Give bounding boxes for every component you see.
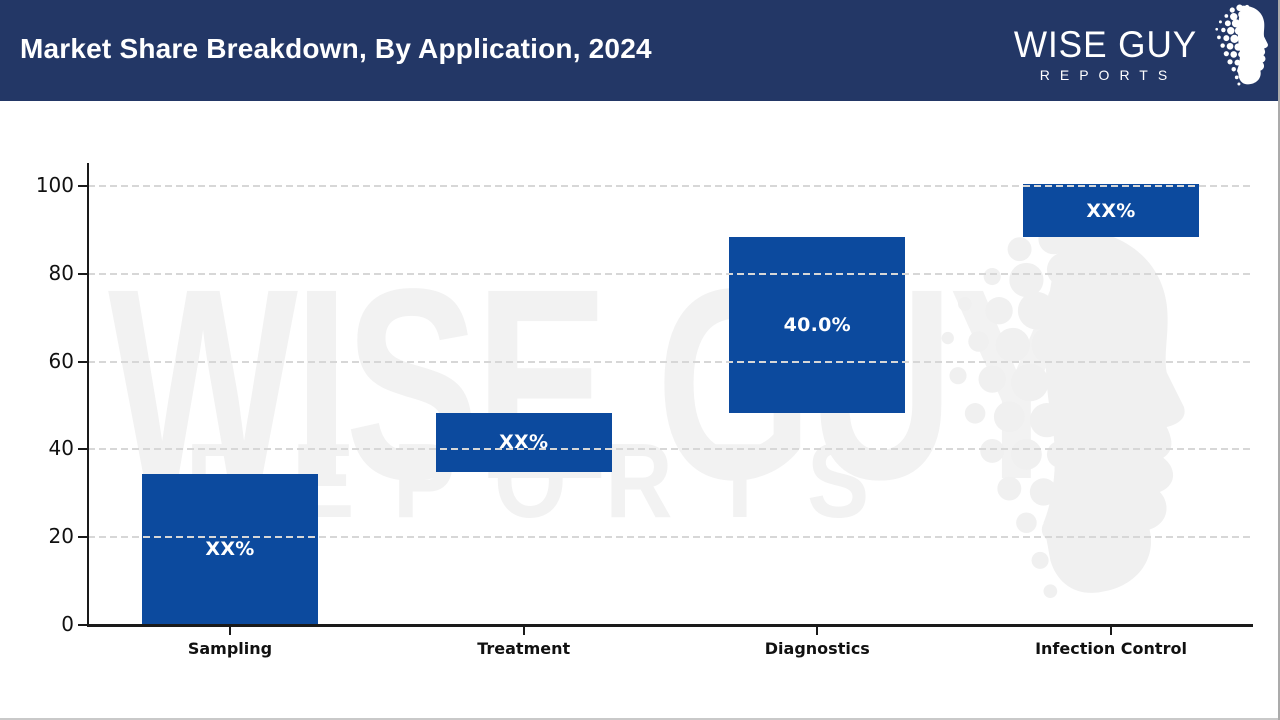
y-tick-mark [78,272,88,275]
y-tick-label: 40 [48,436,74,461]
y-tick-label: 100 [35,173,74,197]
brand-face-icon [1215,4,1268,86]
y-tick-mark [78,448,88,451]
bar-value-label-infection-control: XX% [1086,199,1136,222]
gridline-80 [88,272,1252,275]
bar-treatment [435,412,612,472]
brand-wordmark: WISE GUY REPORTS [1009,24,1202,83]
y-tick-label: 0 [61,612,74,636]
x-tick-label-infection-control: Infection Control [1035,639,1187,658]
y-axis-spine [87,163,89,627]
bar-infection-control [1023,184,1199,238]
bar-sampling [142,473,318,625]
y-tick-mark [78,536,88,539]
y-tick-label: 60 [48,348,74,373]
y-tick-mark [78,624,88,626]
bottom-edge-line [0,718,1280,720]
y-tick-label: 20 [48,524,74,549]
y-tick-mark [78,360,88,363]
gridline-20 [88,536,1252,539]
x-tick-mark [522,627,525,635]
gridline-60 [88,360,1252,363]
x-tick-label-sampling: Sampling [187,639,273,658]
bar-value-label-treatment: XX% [499,431,549,454]
x-tick-label-treatment: Treatment [477,639,571,658]
gridline-100 [88,185,1252,187]
x-axis-line [87,624,1253,627]
page-title: Market Share Breakdown, By Application, … [20,33,652,64]
bar-value-label-diagnostics: 40.0% [783,314,851,337]
y-tick-mark [78,185,88,187]
y-tick-label: 80 [48,260,74,285]
x-tick-label-diagnostics: Diagnostics [764,639,870,658]
brand-logo: WISE GUY REPORTS [1009,4,1270,93]
x-tick-mark [816,627,819,635]
x-tick-mark [1110,627,1112,635]
bar-value-label-sampling: XX% [205,538,255,561]
x-tick-mark [229,627,231,635]
header: Market Share Breakdown, By Application, … [0,0,1280,101]
brand-name: WISE GUY [1013,24,1198,65]
bar-diagnostics [729,237,906,413]
brand-subtitle: REPORTS [1039,67,1178,83]
right-edge-line [1278,0,1280,720]
gridline-40 [88,448,1252,451]
